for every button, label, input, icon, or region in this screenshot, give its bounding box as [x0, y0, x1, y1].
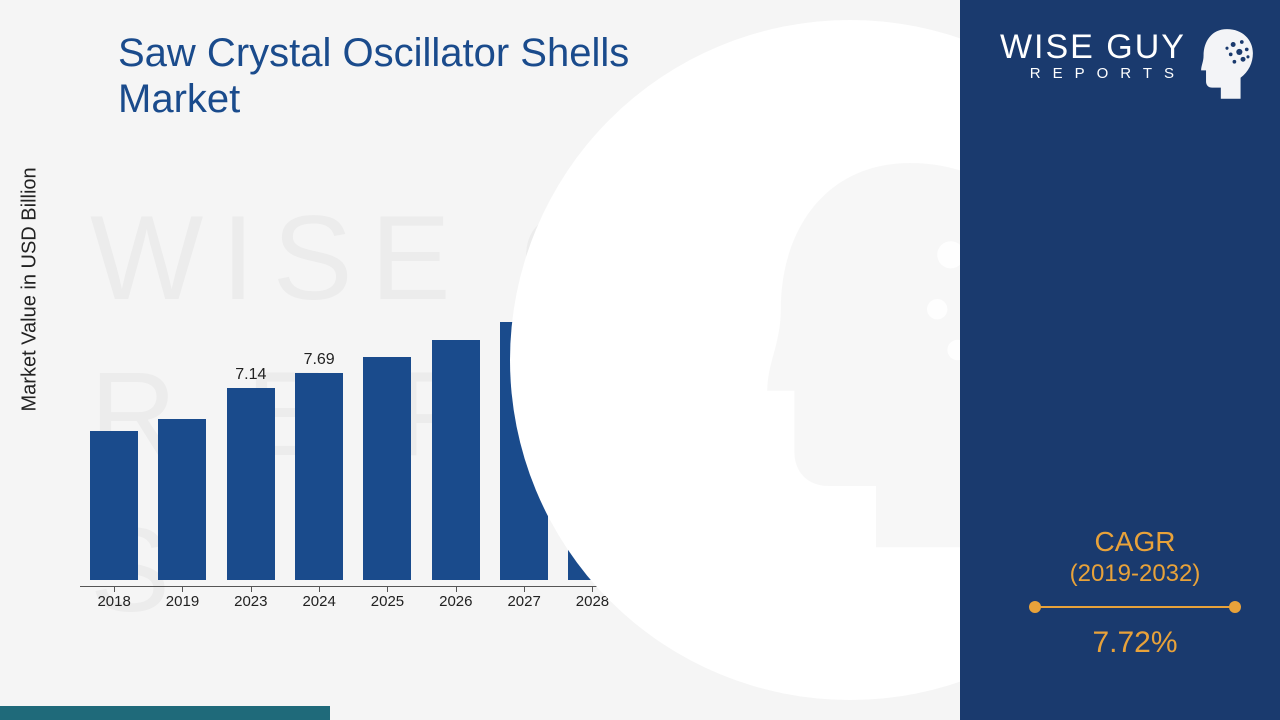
cagr-value: 7.72% [1020, 626, 1250, 660]
x-tick-label: 2019 [152, 593, 212, 610]
bottom-accent-bar [0, 706, 330, 720]
x-tick-label: 2018 [84, 593, 144, 610]
side-panel: WISE GUY REPORTS CAGR (2019-2032) 7.72% [960, 0, 1280, 720]
logo-head-icon [1196, 26, 1258, 100]
bar [432, 340, 480, 580]
bar-value-label: 7.14 [235, 366, 266, 384]
bar [158, 419, 206, 580]
bar [227, 388, 275, 580]
bar-slot: 7.14 [221, 366, 281, 580]
cagr-label: CAGR [1020, 526, 1250, 558]
x-tick-label: 2027 [494, 593, 554, 610]
bar [363, 357, 411, 580]
bar-slot [84, 409, 144, 580]
x-tick-label: 2023 [221, 593, 281, 610]
x-tick-label: 2024 [289, 593, 349, 610]
cagr-period: (2019-2032) [1020, 560, 1250, 588]
logo-line-1: WISE GUY [1000, 28, 1186, 67]
x-tick-label: 2025 [357, 593, 417, 610]
y-axis-label: Market Value in USD Billion [19, 167, 42, 411]
bar-slot [152, 397, 212, 580]
bar [90, 431, 138, 580]
bar-slot [357, 335, 417, 580]
x-tick-label: 2026 [426, 593, 486, 610]
logo-line-2: REPORTS [1000, 65, 1186, 82]
bar-slot: 7.69 [289, 351, 349, 580]
bar [295, 373, 343, 580]
bar-value-label: 7.69 [304, 351, 335, 369]
cagr-block: CAGR (2019-2032) 7.72% [1020, 526, 1250, 660]
cagr-divider [1035, 606, 1235, 608]
bar-slot [426, 318, 486, 580]
